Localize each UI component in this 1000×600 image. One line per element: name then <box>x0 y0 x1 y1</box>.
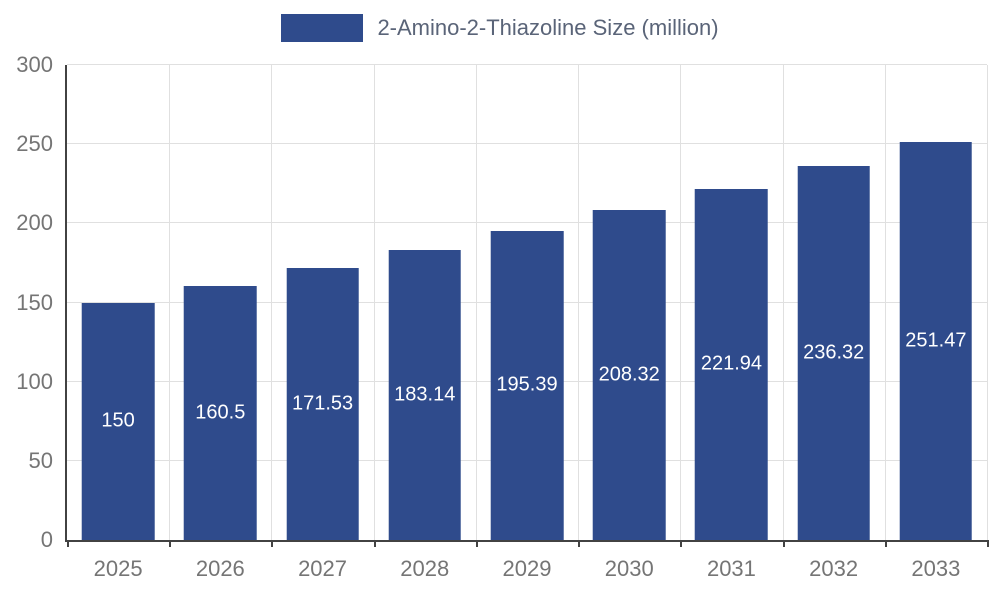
x-tick-mark <box>782 540 785 547</box>
x-tick-mark <box>271 540 274 547</box>
bar: 171.53 <box>286 268 359 540</box>
x-tick-label: 2025 <box>93 556 143 581</box>
bar: 236.32 <box>797 165 870 540</box>
y-tick-label: 50 <box>28 447 53 473</box>
bar-value-label: 183.14 <box>394 383 456 406</box>
bar-value-label: 251.47 <box>905 329 967 352</box>
x-tick-label: 2032 <box>809 556 859 581</box>
bar: 183.14 <box>388 250 462 540</box>
h-gridline <box>67 143 987 145</box>
x-tick-mark <box>475 540 478 547</box>
x-tick-label: 2030 <box>604 556 654 581</box>
bar: 208.32 <box>592 210 666 540</box>
x-tick-label: 2026 <box>195 556 245 581</box>
plot-area: 0 50 100 150 200 250 300 150 2025 160.5 2026 171.53… <box>16 52 989 581</box>
y-tick-label: 250 <box>16 131 53 157</box>
v-gridline <box>578 65 580 540</box>
bar: 160.5 <box>184 285 257 540</box>
bar-value-label: 160.5 <box>195 401 246 424</box>
v-gridline <box>782 65 784 540</box>
v-gridline <box>271 65 273 540</box>
bar: 221.94 <box>695 188 768 540</box>
bar-value-label: 171.53 <box>291 392 354 415</box>
chart-legend[interactable]: 2-Amino-2-Thiazoline Size (million) <box>0 14 1000 42</box>
x-tick-mark <box>680 540 683 547</box>
x-tick-label: 2033 <box>911 556 961 581</box>
bar: 150 <box>81 302 155 540</box>
y-tick-label: 0 <box>40 527 53 552</box>
h-gridline <box>67 222 987 224</box>
bar-value-label: 221.94 <box>700 352 763 375</box>
x-tick-label: 2028 <box>400 556 450 581</box>
bar-value-label: 150 <box>101 409 135 432</box>
x-tick-mark <box>169 540 172 547</box>
v-gridline <box>373 65 375 540</box>
y-tick-label: 150 <box>16 289 53 315</box>
x-tick-label: 2029 <box>502 556 552 581</box>
bar: 195.39 <box>490 230 564 540</box>
x-tick-mark <box>987 540 989 547</box>
y-tick-label: 300 <box>16 52 53 77</box>
legend-swatch-icon <box>281 14 364 42</box>
x-tick-mark <box>884 540 887 547</box>
y-tick-label: 100 <box>16 368 53 394</box>
bar-value-label: 236.32 <box>803 341 865 364</box>
x-tick-mark <box>578 540 581 547</box>
v-gridline <box>169 65 171 540</box>
h-gridline <box>67 64 987 65</box>
bar: 251.47 <box>899 141 973 540</box>
v-gridline <box>987 65 988 540</box>
x-tick-label: 2031 <box>706 556 756 581</box>
x-tick-mark <box>67 540 69 547</box>
bar-value-label: 208.32 <box>598 363 660 386</box>
y-tick-label: 200 <box>16 210 53 236</box>
x-tick-label: 2027 <box>298 556 348 581</box>
bar-value-label: 195.39 <box>496 373 558 396</box>
x-tick-mark <box>373 540 376 547</box>
v-gridline <box>680 65 682 540</box>
v-gridline <box>475 65 477 540</box>
v-gridline <box>884 65 886 540</box>
legend-label: 2-Amino-2-Thiazoline Size (million) <box>377 15 719 40</box>
